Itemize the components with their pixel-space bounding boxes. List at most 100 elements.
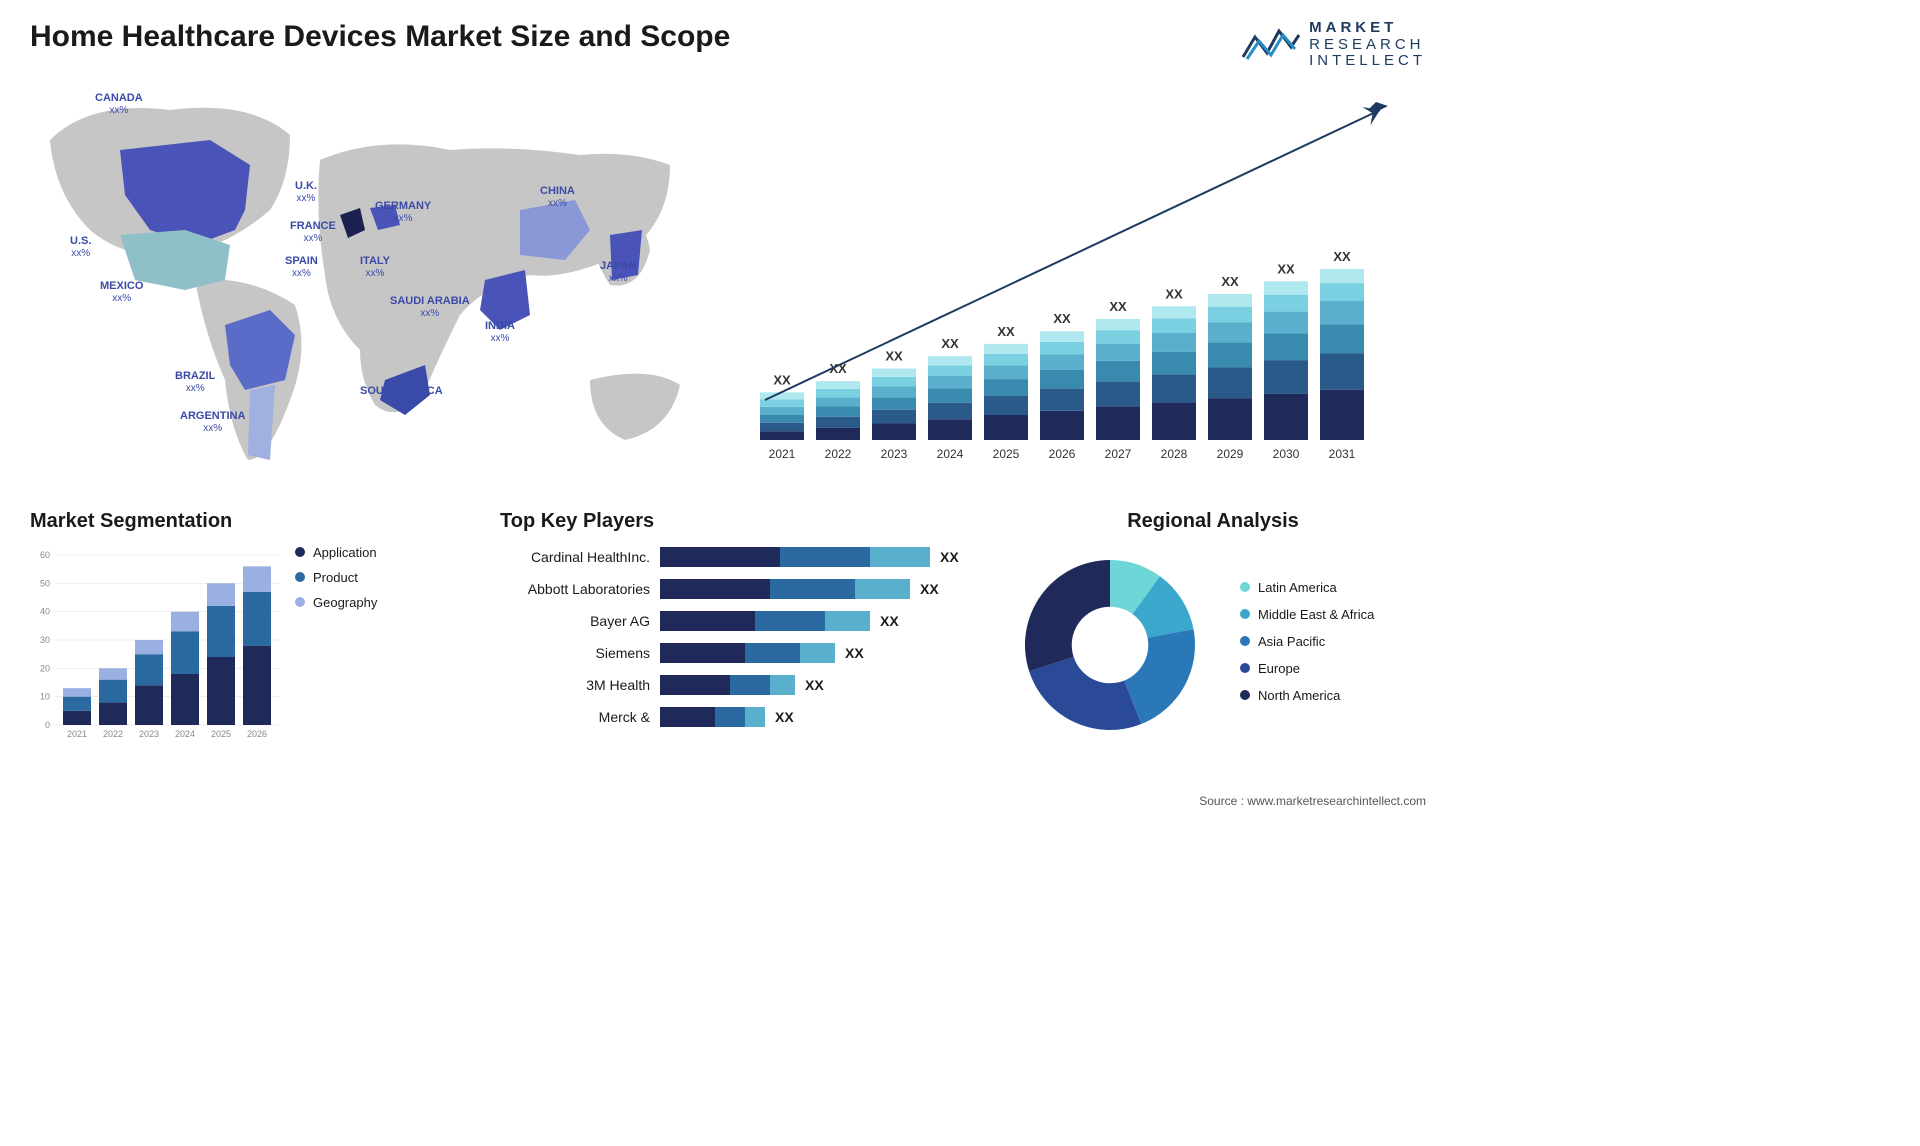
svg-text:XX: XX xyxy=(1333,249,1351,264)
player-bar-segment xyxy=(745,643,800,663)
player-row: Merck &XX xyxy=(500,705,970,729)
player-bar-segment xyxy=(770,675,795,695)
region-legend-item: Europe xyxy=(1240,661,1374,676)
country-label: ARGENTINAxx% xyxy=(180,410,245,434)
svg-text:2021: 2021 xyxy=(769,447,796,461)
brand-logo: MARKET RESEARCH INTELLECT xyxy=(1241,20,1426,70)
svg-text:2024: 2024 xyxy=(175,729,195,739)
svg-text:XX: XX xyxy=(773,372,791,387)
legend-label: Europe xyxy=(1258,661,1300,676)
page-title: Home Healthcare Devices Market Size and … xyxy=(30,20,730,54)
country-label: CANADAxx% xyxy=(95,92,143,116)
player-bar xyxy=(660,579,910,599)
legend-swatch xyxy=(295,547,305,557)
country-label: GERMANYxx% xyxy=(375,200,431,224)
player-name: Siemens xyxy=(500,645,660,661)
region-legend-item: Latin America xyxy=(1240,580,1374,595)
player-bar-segment xyxy=(660,675,730,695)
logo-icon xyxy=(1241,25,1301,65)
region-legend-item: Asia Pacific xyxy=(1240,634,1374,649)
players-panel: Top Key Players Cardinal HealthInc.XXAbb… xyxy=(500,510,970,750)
svg-text:2021: 2021 xyxy=(67,729,87,739)
legend-item: Geography xyxy=(295,595,377,610)
svg-text:2025: 2025 xyxy=(211,729,231,739)
svg-text:2025: 2025 xyxy=(993,447,1020,461)
country-label: INDIAxx% xyxy=(485,320,515,344)
legend-swatch xyxy=(1240,690,1250,700)
svg-text:XX: XX xyxy=(997,323,1015,338)
player-bar-segment xyxy=(730,675,770,695)
players-chart: Cardinal HealthInc.XXAbbott Laboratories… xyxy=(500,545,970,729)
player-value: XX xyxy=(845,645,864,661)
legend-swatch xyxy=(1240,609,1250,619)
player-value: XX xyxy=(805,677,824,693)
svg-text:50: 50 xyxy=(40,578,50,588)
player-row: Cardinal HealthInc.XX xyxy=(500,545,970,569)
player-bar xyxy=(660,643,835,663)
svg-text:2026: 2026 xyxy=(247,729,267,739)
svg-text:XX: XX xyxy=(885,348,903,363)
player-name: 3M Health xyxy=(500,677,660,693)
source-text: Source : www.marketresearchintellect.com xyxy=(1199,794,1426,808)
player-bar-segment xyxy=(745,707,765,727)
player-value: XX xyxy=(880,613,899,629)
svg-text:2023: 2023 xyxy=(881,447,908,461)
logo-text-1: MARKET xyxy=(1309,20,1426,37)
logo-text-3: INTELLECT xyxy=(1309,53,1426,70)
legend-label: North America xyxy=(1258,688,1340,703)
player-bar-segment xyxy=(780,547,870,567)
player-bar-segment xyxy=(755,611,825,631)
legend-label: Middle East & Africa xyxy=(1258,607,1374,622)
world-map-panel: CANADAxx% U.S.xx% MEXICOxx% BRAZILxx% ARGENT… xyxy=(30,80,710,490)
legend-label: Application xyxy=(313,545,377,560)
svg-text:XX: XX xyxy=(1109,298,1127,313)
svg-text:XX: XX xyxy=(1165,286,1183,301)
legend-swatch xyxy=(1240,636,1250,646)
region-legend-item: Middle East & Africa xyxy=(1240,607,1374,622)
segmentation-chart: 0102030405060202120222023202420252026 xyxy=(30,545,280,745)
country-label: U.S.xx% xyxy=(70,235,91,259)
regional-title: Regional Analysis xyxy=(1000,510,1426,533)
regional-legend: Latin America Middle East & Africa Asia Pa… xyxy=(1240,580,1374,715)
country-label: BRAZILxx% xyxy=(175,370,215,394)
player-name: Cardinal HealthInc. xyxy=(500,549,660,565)
segmentation-panel: Market Segmentation 01020304050602021202… xyxy=(30,510,470,750)
regional-donut xyxy=(1000,545,1220,745)
svg-text:2022: 2022 xyxy=(103,729,123,739)
country-label: FRANCExx% xyxy=(290,220,336,244)
svg-text:2023: 2023 xyxy=(139,729,159,739)
player-bar-segment xyxy=(855,579,910,599)
players-title: Top Key Players xyxy=(500,510,970,533)
player-value: XX xyxy=(920,581,939,597)
country-label: SAUDI ARABIAxx% xyxy=(390,295,470,319)
svg-text:XX: XX xyxy=(1053,311,1071,326)
legend-label: Geography xyxy=(313,595,377,610)
player-bar xyxy=(660,707,765,727)
segmentation-legend: Application Product Geography xyxy=(295,545,377,745)
player-row: Bayer AG XX xyxy=(500,609,970,633)
player-bar-segment xyxy=(660,579,770,599)
player-row: 3M Health XX xyxy=(500,673,970,697)
segmentation-title: Market Segmentation xyxy=(30,510,470,533)
country-label: MEXICOxx% xyxy=(100,280,143,304)
legend-swatch xyxy=(295,597,305,607)
svg-text:2026: 2026 xyxy=(1049,447,1076,461)
player-bar-segment xyxy=(660,643,745,663)
svg-text:2031: 2031 xyxy=(1329,447,1356,461)
country-label: U.K.xx% xyxy=(295,180,317,204)
legend-swatch xyxy=(1240,663,1250,673)
legend-item: Product xyxy=(295,570,377,585)
legend-swatch xyxy=(295,572,305,582)
svg-text:40: 40 xyxy=(40,606,50,616)
player-bar-segment xyxy=(660,611,755,631)
legend-item: Application xyxy=(295,545,377,560)
player-bar-segment xyxy=(870,547,930,567)
svg-text:2029: 2029 xyxy=(1217,447,1244,461)
country-label: JAPANxx% xyxy=(600,260,636,284)
legend-label: Product xyxy=(313,570,358,585)
svg-text:XX: XX xyxy=(1277,261,1295,276)
player-row: Abbott Laboratories XX xyxy=(500,577,970,601)
svg-text:2030: 2030 xyxy=(1273,447,1300,461)
player-name: Abbott Laboratories xyxy=(500,581,660,597)
player-name: Bayer AG xyxy=(500,613,660,629)
